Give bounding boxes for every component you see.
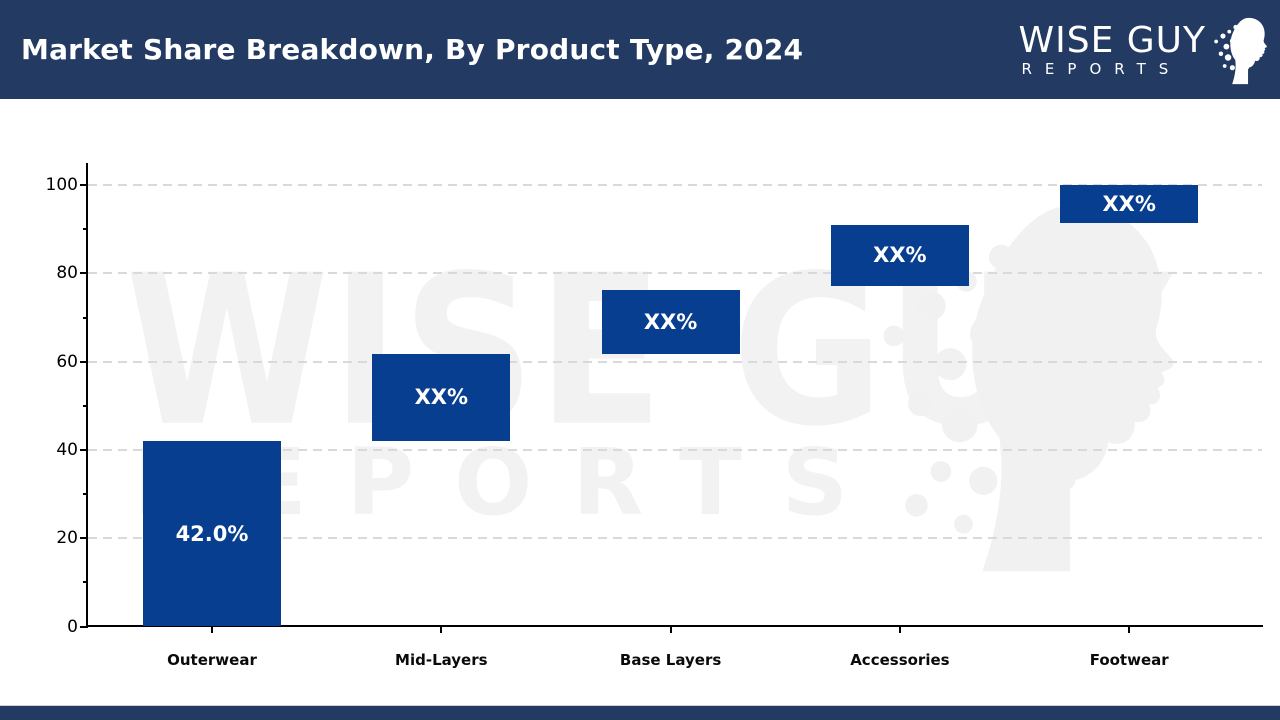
bar-value-label: XX% bbox=[873, 243, 927, 268]
y-tick-mark bbox=[80, 272, 87, 275]
wiseguy-face-icon bbox=[1214, 17, 1267, 85]
category-label: Accessories bbox=[850, 651, 950, 669]
y-minor-tick-mark bbox=[83, 228, 87, 231]
bar-value-label: 42.0% bbox=[175, 521, 249, 546]
x-tick-mark bbox=[440, 627, 443, 633]
logo-subtext: REPORTS bbox=[1021, 60, 1182, 79]
brand-logo: WISE GUY REPORTS bbox=[1019, 6, 1269, 94]
y-tick-mark bbox=[80, 537, 87, 540]
gridline-60 bbox=[88, 360, 1262, 363]
brand-logo-text: WISE GUY REPORTS bbox=[1018, 19, 1207, 79]
y-tick-label: 60 bbox=[56, 351, 78, 372]
category-label: Footwear bbox=[1089, 651, 1169, 669]
y-tick-label: 80 bbox=[56, 263, 78, 284]
bar-value-label: XX% bbox=[643, 309, 698, 334]
x-tick-mark bbox=[211, 627, 213, 633]
y-tick-mark bbox=[80, 184, 87, 187]
category-label: Mid-Layers bbox=[395, 651, 488, 669]
header-bar: Market Share Breakdown, By Product Type,… bbox=[0, 0, 1280, 99]
y-tick-label: 100 bbox=[45, 175, 78, 196]
y-minor-tick-mark bbox=[83, 493, 87, 496]
x-tick-mark bbox=[1128, 627, 1131, 633]
bar-outerwear: 42.0% bbox=[143, 441, 281, 627]
page-title: Market Share Breakdown, By Product Type,… bbox=[21, 33, 804, 66]
category-label: Base Layers bbox=[619, 651, 722, 669]
y-minor-tick-mark bbox=[83, 404, 87, 407]
gridline-40 bbox=[88, 448, 1262, 451]
x-axis-line bbox=[86, 625, 1263, 627]
footer-bar bbox=[0, 706, 1280, 720]
gridline-20 bbox=[88, 537, 1262, 540]
y-tick-mark bbox=[80, 448, 87, 451]
bar-accessories: XX% bbox=[830, 224, 969, 286]
gridline-100 bbox=[88, 184, 1262, 187]
y-tick-label: 40 bbox=[56, 439, 78, 460]
footer-divider bbox=[0, 705, 1280, 706]
y-axis-line bbox=[86, 163, 88, 628]
x-tick-mark bbox=[669, 627, 672, 633]
y-minor-tick-mark bbox=[83, 316, 87, 319]
y-tick-label: 20 bbox=[56, 528, 78, 549]
bar-base-layers: XX% bbox=[601, 289, 740, 354]
bar-value-label: XX% bbox=[414, 385, 469, 410]
bar-value-label: XX% bbox=[1102, 192, 1156, 217]
y-tick-label: 0 bbox=[67, 616, 78, 637]
bar-footwear: XX% bbox=[1060, 185, 1199, 224]
y-minor-tick-mark bbox=[83, 581, 87, 584]
y-tick-mark bbox=[80, 625, 87, 628]
gridline-80 bbox=[88, 272, 1262, 275]
x-tick-mark bbox=[898, 627, 901, 633]
y-tick-mark bbox=[80, 360, 87, 363]
category-label: Outerwear bbox=[167, 651, 257, 669]
bar-mid-layers: XX% bbox=[372, 353, 511, 442]
logo-wordmark: WISE GUY bbox=[1018, 19, 1206, 61]
